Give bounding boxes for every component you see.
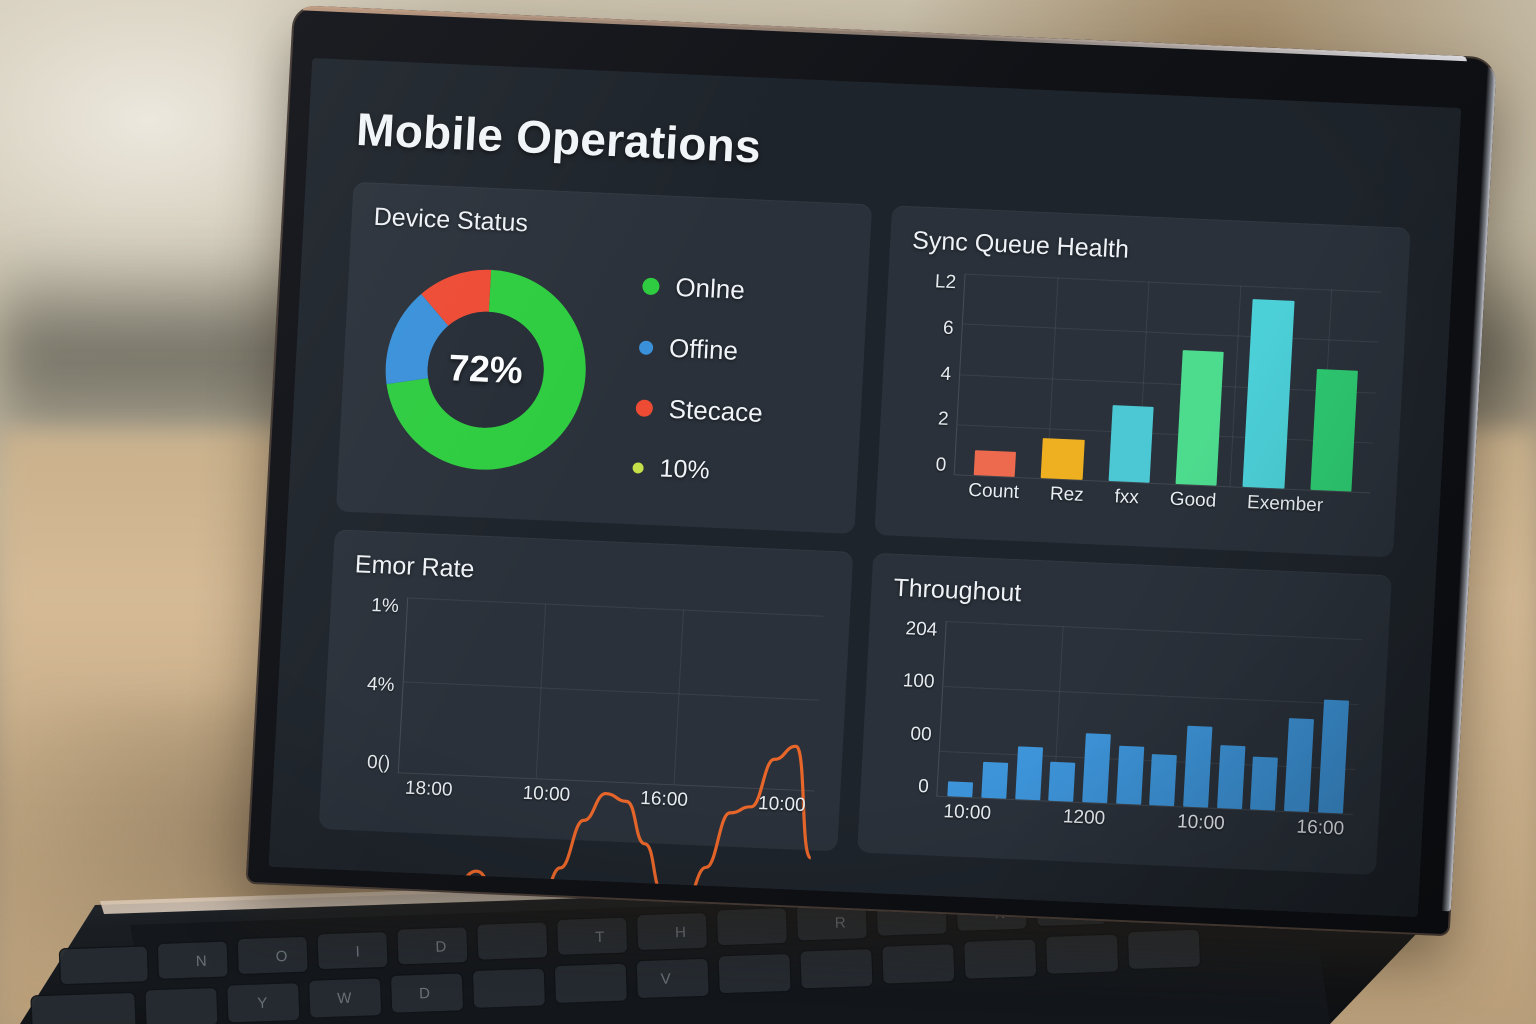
donut-slice[interactable] [420,267,492,328]
donut-svg [382,266,591,474]
svg-text:I: I [355,943,360,960]
legend-item-label: Onlne [674,271,746,305]
x-axis-tick-label: Good [1169,488,1217,512]
bar[interactable] [981,761,1009,799]
bar[interactable] [973,450,1017,477]
svg-text:Y: Y [257,995,268,1012]
x-axis-tick-label: 10:00 [522,782,571,806]
x-axis-tick-label: 10:00 [1176,811,1226,835]
error-rate-yaxis: 1% 4% 0() [344,594,400,774]
bar[interactable] [1041,437,1085,480]
throughput-bars[interactable] [937,621,1362,814]
donut-slice[interactable] [382,266,591,474]
legend-color-dot-icon [638,339,654,355]
throughput-yaxis: 204 100 00 0 [882,618,938,798]
svg-text:R: R [835,914,847,931]
bar[interactable] [1048,762,1076,802]
legend-item[interactable]: 10% [632,453,760,487]
sync-queue-plot-area [953,273,1382,494]
legend-item-label: Offine [668,332,739,366]
donut-slice[interactable] [385,293,450,387]
svg-text:H: H [675,924,686,941]
bar[interactable] [1108,405,1154,483]
y-axis-tick-label: 00 [909,723,933,746]
y-axis-tick-label: 1% [370,594,400,618]
bar[interactable] [1014,746,1043,801]
svg-text:D: D [435,938,447,955]
legend-item-label: 10% [658,454,711,485]
dashboard: Mobile Operations Device Status [268,57,1462,917]
x-axis-tick-label: Rez [1049,483,1085,506]
y-axis-tick-label: 2 [937,408,950,431]
y-axis-tick-label: 0 [917,775,930,798]
svg-text:O: O [275,948,287,965]
y-axis-tick-label: 204 [905,618,938,641]
sync-queue-bars[interactable] [955,274,1381,493]
legend-item[interactable]: Onlne [641,271,771,307]
x-axis-tick-label: 18:00 [404,777,454,801]
bar[interactable] [1250,756,1279,811]
bar[interactable] [1149,753,1178,807]
y-axis-tick-label: 0() [366,751,391,774]
y-axis-tick-label: L2 [934,271,957,294]
bar[interactable] [1182,725,1213,808]
svg-text:D: D [419,985,431,1002]
dashboard-grid: Device Status 72% [318,181,1411,876]
x-axis-tick-label: Count [967,479,1020,504]
panel-device-status: Device Status 72% [335,181,873,534]
error-rate-line[interactable] [386,598,824,917]
x-axis-tick-label: 16:00 [1295,816,1345,840]
x-axis-tick-label: 10:00 [942,801,992,825]
legend-color-dot-icon [632,462,644,474]
laptop-lid: Mobile Operations Device Status [245,5,1498,937]
bar[interactable] [947,780,974,798]
y-axis-tick-label: 0 [935,454,947,476]
bar[interactable] [1242,299,1295,489]
device-status-content: 72% Onlne Offine Stecace 10% [359,240,847,510]
device-status-legend: Onlne Offine Stecace 10% [632,271,770,488]
panel-error-rate: Emor Rate 1% 4% 0() [318,529,854,851]
device-status-donut[interactable]: 72% [374,259,597,480]
x-axis-tick-label: 10:00 [757,793,807,817]
donut-center-value: 72% [447,347,524,392]
svg-text:T: T [595,929,605,946]
y-axis-tick-label: 4% [366,673,396,696]
bar[interactable] [1175,350,1224,486]
sync-queue-plot: L2 6 4 2 0 [897,263,1385,535]
legend-item-label: Stecace [668,393,764,428]
bar[interactable] [1310,369,1358,492]
x-axis-tick-label: 16:00 [639,787,689,811]
y-axis-tick-label: 4 [939,363,952,385]
laptop-screen[interactable]: Mobile Operations Device Status [268,57,1462,917]
legend-color-dot-icon [635,399,654,418]
bar[interactable] [1283,718,1314,813]
x-axis-tick-label: 1200 [1062,806,1106,830]
bar[interactable] [1216,745,1246,810]
panel-sync-queue-health: Sync Queue Health L2 6 4 2 0 [874,205,1411,558]
throughput-plot-area [936,621,1363,815]
panel-throughput: Throughout 204 100 00 0 [857,552,1392,876]
legend-item[interactable]: Offine [638,331,767,367]
bar[interactable] [1115,745,1144,805]
sync-queue-yaxis: L2 6 4 2 0 [900,271,957,476]
page-title: Mobile Operations [355,102,763,173]
throughput-plot: 204 100 00 0 [880,611,1367,857]
error-rate-plot-area [398,597,824,792]
y-axis-tick-label: 100 [902,670,936,693]
bar[interactable] [1317,699,1349,814]
svg-text:V: V [660,971,671,988]
legend-color-dot-icon [641,277,660,296]
error-rate-plot: 1% 4% 0() 1 [342,587,829,833]
y-axis-tick-label: 6 [942,317,955,339]
legend-item[interactable]: Stecace [635,392,764,428]
x-axis-tick-label: Exember [1246,492,1324,517]
bar[interactable] [1082,733,1111,804]
svg-text:W: W [337,990,353,1008]
svg-text:N: N [196,953,207,970]
x-axis-tick-label: fxx [1114,486,1140,509]
